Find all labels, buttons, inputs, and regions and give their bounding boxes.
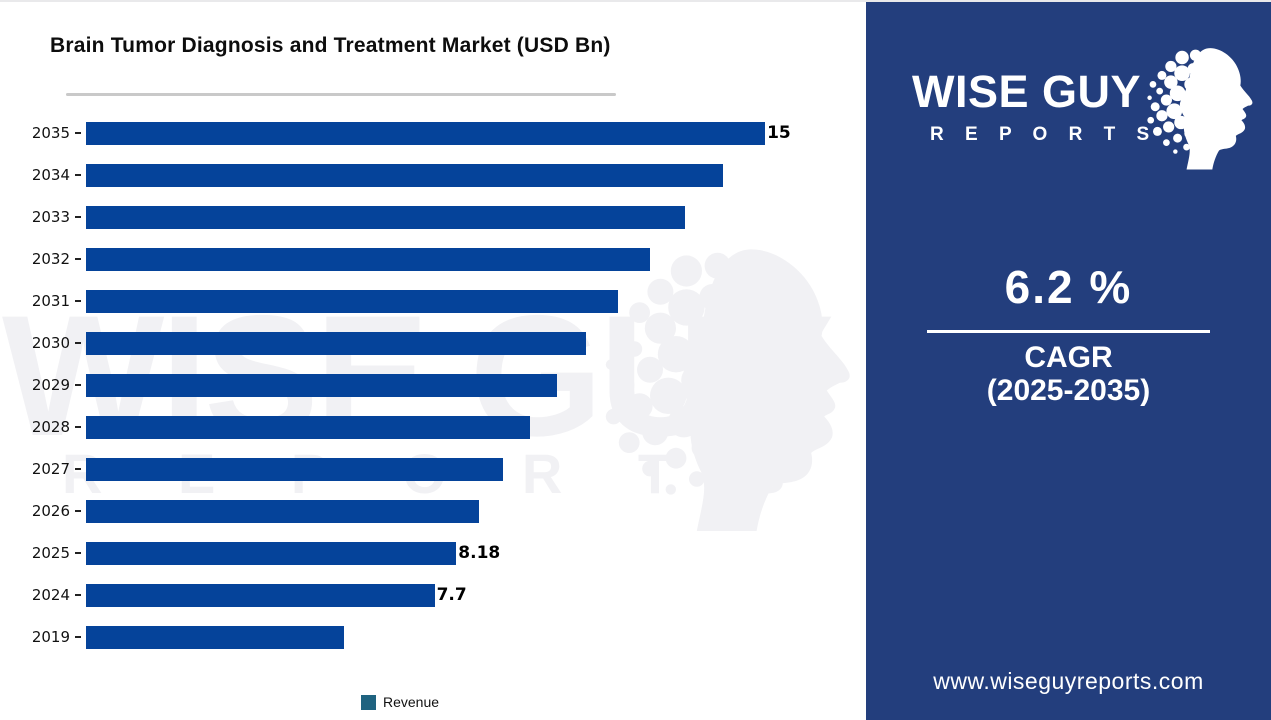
bar-2034	[86, 163, 723, 187]
y-axis-tick	[75, 636, 81, 638]
bar-2029	[86, 373, 558, 397]
y-axis-label: 2029	[31, 376, 70, 394]
y-axis-tick	[75, 510, 81, 512]
y-axis-tick	[75, 342, 81, 344]
y-axis-label: 2026	[31, 502, 70, 520]
logo-face-icon	[1147, 48, 1253, 170]
chart-row: 2033	[0, 196, 833, 238]
bar-value-label: 15	[767, 123, 791, 143]
y-axis-tick	[75, 426, 81, 428]
chart-row: 2034	[0, 154, 833, 196]
bar-2032	[86, 247, 651, 271]
title-divider	[66, 93, 616, 96]
chart-row: 2028	[0, 406, 833, 448]
chart-row: 2025 8.18	[0, 532, 833, 574]
chart-row: 2031	[0, 280, 833, 322]
y-axis-tick	[75, 132, 81, 134]
chart-panel: Brain Tumor Diagnosis and Treatment Mark…	[0, 2, 866, 720]
y-axis-label: 2027	[31, 460, 70, 478]
y-axis-label: 2034	[31, 166, 70, 184]
bar-value-label: 7.7	[436, 585, 467, 605]
legend-label-revenue: Revenue	[382, 694, 440, 710]
y-axis-tick	[75, 216, 81, 218]
bar-chart: 2035 15 2034 2033 2032 2031 2030 2029 2028 2027 20…	[0, 112, 833, 658]
y-axis-label: 2035	[31, 124, 70, 142]
cagr-range: (2025-2035)	[986, 374, 1151, 407]
bar-2030	[86, 331, 587, 355]
chart-row: 2030	[0, 322, 833, 364]
chart-row: 2027	[0, 448, 833, 490]
y-axis-tick	[75, 258, 81, 260]
y-axis-label: 2024	[31, 586, 70, 604]
logo-subtext: R E P O R T S	[930, 124, 1158, 145]
legend-swatch-revenue	[360, 694, 376, 710]
chart-row: 2024 7.7	[0, 574, 833, 616]
cagr-divider	[927, 330, 1210, 333]
bar-2035	[86, 121, 766, 145]
cagr-label: CAGR	[1024, 341, 1113, 374]
y-axis-tick	[75, 594, 81, 596]
y-axis-label: 2019	[31, 628, 70, 646]
y-axis-label: 2025	[31, 544, 70, 562]
wise-guy-logo: WISE GUY R E P O R T S	[866, 40, 1271, 190]
y-axis-tick	[75, 174, 81, 176]
bar-2033	[86, 205, 686, 229]
y-axis-label: 2030	[31, 334, 70, 352]
bar-value-label: 8.18	[458, 543, 501, 563]
logo-wordmark: WISE GUY	[912, 66, 1142, 117]
bar-2028	[86, 415, 530, 439]
bar-2026	[86, 499, 480, 523]
chart-row: 2019	[0, 616, 833, 658]
info-panel: WISE GUY R E P O R T S 6.2 % CAGR (2025-…	[866, 2, 1271, 720]
y-axis-tick	[75, 300, 81, 302]
y-axis-tick	[75, 384, 81, 386]
website-url: www.wiseguyreports.com	[933, 668, 1204, 694]
chart-row: 2032	[0, 238, 833, 280]
y-axis-tick	[75, 552, 81, 554]
y-axis-label: 2032	[31, 250, 70, 268]
bar-2019	[86, 625, 345, 649]
bar-2031	[86, 289, 618, 313]
y-axis-label: 2031	[31, 292, 70, 310]
cagr-value: 6.2 %	[1004, 261, 1133, 313]
legend: Revenue	[0, 692, 800, 712]
y-axis-tick	[75, 468, 81, 470]
bar-2025	[86, 541, 457, 565]
y-axis-label: 2028	[31, 418, 70, 436]
chart-row: 2035 15	[0, 112, 833, 154]
chart-row: 2026	[0, 490, 833, 532]
cagr-block: 6.2 % CAGR (2025-2035)	[866, 260, 1271, 406]
chart-title: Brain Tumor Diagnosis and Treatment Mark…	[50, 34, 611, 57]
bar-2024	[86, 583, 435, 607]
chart-row: 2029	[0, 364, 833, 406]
y-axis-label: 2033	[31, 208, 70, 226]
bar-2027	[86, 457, 504, 481]
